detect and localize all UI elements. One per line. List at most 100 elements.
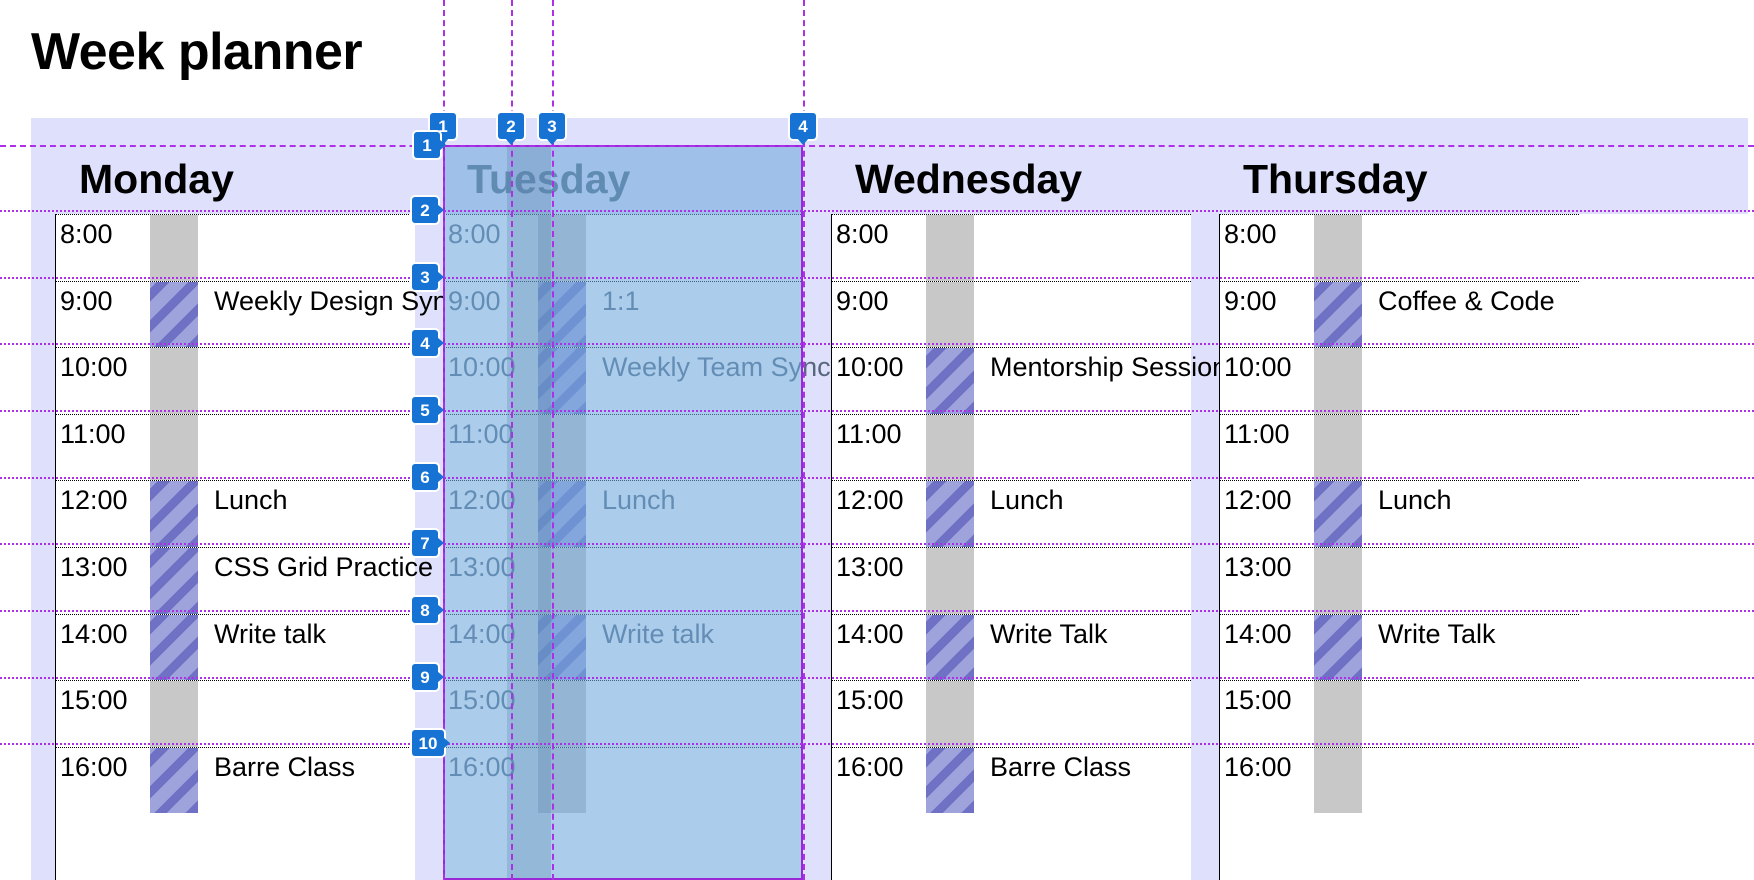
hour-row[interactable]: 11:00: [444, 413, 803, 481]
hour-row[interactable]: 10:00: [56, 347, 415, 414]
hour-row[interactable]: 14:00 Write talk: [444, 613, 803, 681]
hour-label: 16:00: [1224, 751, 1292, 782]
event-title[interactable]: Write Talk: [990, 618, 1108, 649]
hour-row[interactable]: 8:00: [832, 214, 1191, 281]
hour-row[interactable]: 14:00 Write Talk: [832, 613, 1191, 681]
hour-row[interactable]: 12:00 Lunch: [444, 480, 803, 547]
event-block-icon: [926, 481, 974, 547]
hour-label: 15:00: [448, 685, 516, 716]
event-title[interactable]: Lunch: [214, 485, 288, 516]
hour-row[interactable]: 9:00: [832, 280, 1191, 348]
hour-label: 14:00: [1224, 618, 1292, 649]
empty-slot-block-icon: [926, 414, 974, 481]
hour-row[interactable]: 8:00: [56, 214, 415, 281]
empty-slot-block-icon: [538, 414, 586, 481]
column-line-badge-4: 4: [790, 113, 816, 139]
hour-label: 11:00: [448, 418, 514, 449]
hour-label: 11:00: [60, 418, 126, 449]
event-block-icon: [538, 281, 586, 348]
day-column-thursday[interactable]: Thursday 8:00 9:00 Coffee & Code 10:00 11:00 1…: [1219, 118, 1579, 880]
event-title[interactable]: Lunch: [1378, 485, 1452, 516]
hour-label: 11:00: [1224, 418, 1290, 449]
event-title[interactable]: Lunch: [602, 485, 676, 516]
row-line-badge-8: 8: [412, 597, 438, 623]
hour-row[interactable]: 13:00: [1220, 546, 1579, 614]
hour-label: 13:00: [60, 551, 128, 582]
empty-slot-block-icon: [538, 215, 586, 281]
hour-label: 13:00: [836, 551, 904, 582]
hour-row[interactable]: 16:00: [444, 746, 803, 814]
day-header-tuesday: Tuesday: [467, 156, 631, 202]
event-title[interactable]: Weekly Design Sync: [214, 285, 462, 316]
empty-slot-block-icon: [926, 681, 974, 747]
hour-row[interactable]: 10:00: [1220, 347, 1579, 414]
grid-row-line-3: [0, 277, 1754, 279]
grid-row-line-5: [0, 410, 1754, 412]
day-column-monday[interactable]: Monday 8:00 9:00 Weekly Design Sync 10:00 11:…: [55, 118, 461, 880]
event-title[interactable]: 1:1: [602, 285, 640, 316]
hour-row[interactable]: 12:00 Lunch: [1220, 480, 1579, 547]
grid-row-line-10: [0, 743, 1754, 745]
event-title[interactable]: Barre Class: [214, 751, 356, 782]
event-title[interactable]: Lunch: [990, 485, 1064, 516]
hour-row[interactable]: 11:00: [56, 413, 415, 481]
day-schedule-tuesday: 8:00 9:00 1:1 10:00 Weekly Team Sync 11:00 12:…: [443, 214, 831, 880]
hour-row[interactable]: 16:00 Barre Class: [832, 746, 1191, 814]
empty-slot-block-icon: [1314, 348, 1362, 414]
hour-row[interactable]: 9:00 1:1: [444, 280, 803, 348]
event-block-icon: [150, 614, 198, 681]
page-title: Week planner: [31, 23, 363, 81]
grid-row-line-2: [0, 210, 1754, 212]
day-header-monday: Monday: [79, 156, 234, 202]
hour-row[interactable]: 14:00 Write talk: [56, 613, 415, 681]
hour-row[interactable]: 13:00 CSS Grid Practice: [56, 546, 433, 614]
empty-slot-block-icon: [150, 681, 198, 747]
hour-row[interactable]: 12:00 Lunch: [56, 480, 415, 547]
event-title[interactable]: Mentorship Session: [990, 352, 1228, 383]
hour-label: 9:00: [836, 285, 889, 316]
hour-row[interactable]: 8:00: [444, 214, 803, 281]
hour-row[interactable]: 12:00 Lunch: [832, 480, 1191, 547]
hour-label: 15:00: [836, 685, 904, 716]
column-gap-strip-2: [415, 118, 443, 880]
day-column-tuesday[interactable]: Tuesday 8:00 9:00 1:1 10:00 Weekly Team Sync 1…: [443, 118, 831, 880]
hour-row[interactable]: 15:00: [56, 680, 415, 747]
hour-row[interactable]: 9:00 Weekly Design Sync: [56, 280, 461, 348]
day-column-wednesday[interactable]: Wednesday 8:00 9:00 10:00 Mentorship Session…: [831, 118, 1227, 880]
hour-label: 16:00: [448, 751, 516, 782]
empty-slot-block-icon: [1314, 414, 1362, 481]
hour-row[interactable]: 11:00: [832, 413, 1191, 481]
empty-slot-block-icon: [1314, 215, 1362, 281]
hour-row[interactable]: 15:00: [444, 680, 803, 747]
grid-column-line-3: [552, 0, 554, 880]
event-title[interactable]: Write Talk: [1378, 618, 1496, 649]
hour-row[interactable]: 13:00: [832, 546, 1191, 614]
event-title[interactable]: Write talk: [602, 618, 715, 649]
row-line-badge-1: 1: [414, 132, 440, 158]
column-line-badge-2: 2: [498, 113, 524, 139]
hour-row[interactable]: 14:00 Write Talk: [1220, 613, 1579, 681]
grid-row-line-4: [0, 343, 1754, 345]
hour-row[interactable]: 10:00 Mentorship Session: [832, 347, 1227, 414]
event-title[interactable]: Write talk: [214, 618, 327, 649]
hour-row[interactable]: 15:00: [832, 680, 1191, 747]
empty-slot-block-icon: [1314, 747, 1362, 814]
event-block-icon: [926, 348, 974, 414]
row-line-badge-4: 4: [412, 330, 438, 356]
hour-row[interactable]: 9:00 Coffee & Code: [1220, 280, 1579, 348]
hour-row[interactable]: 10:00 Weekly Team Sync: [444, 347, 831, 414]
hour-row[interactable]: 8:00: [1220, 214, 1579, 281]
column-gap-strip-4: [1191, 118, 1219, 880]
hour-label: 8:00: [448, 219, 501, 249]
hour-row[interactable]: 11:00: [1220, 413, 1579, 481]
hour-label: 8:00: [1224, 219, 1277, 249]
event-title[interactable]: Barre Class: [990, 751, 1132, 782]
event-title[interactable]: Coffee & Code: [1378, 285, 1555, 316]
event-title[interactable]: Weekly Team Sync: [602, 352, 831, 383]
hour-row[interactable]: 16:00: [1220, 746, 1579, 814]
event-title[interactable]: CSS Grid Practice: [214, 551, 434, 582]
grid-column-line-1: [443, 0, 445, 880]
hour-row[interactable]: 13:00: [444, 546, 803, 614]
hour-row[interactable]: 16:00 Barre Class: [56, 746, 415, 814]
hour-row[interactable]: 15:00: [1220, 680, 1579, 747]
